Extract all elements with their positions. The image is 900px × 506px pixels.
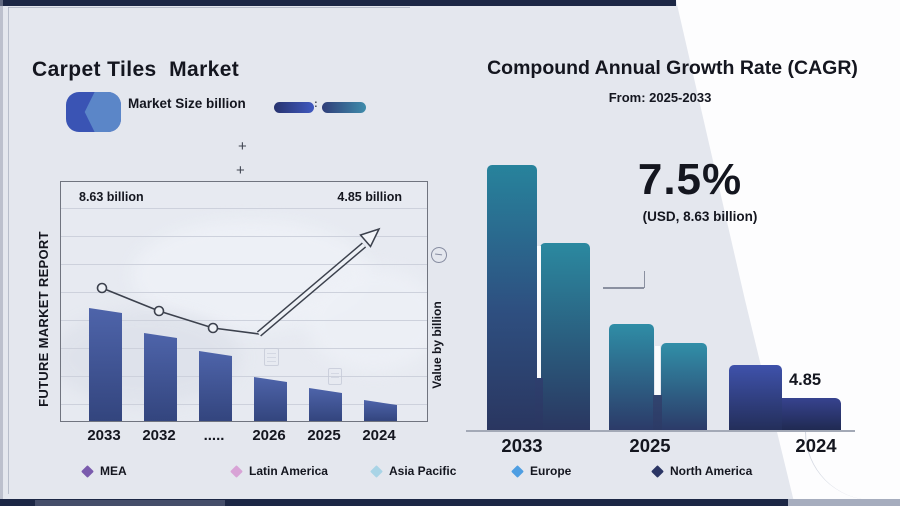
gridline [61,208,427,209]
bar-slit [536,246,541,378]
bar-slit [654,346,660,395]
legend-item-latin-america: Latin America [230,464,328,478]
diamond-icon [511,464,524,478]
step-annotation-line [603,287,644,289]
inner-frame-line-top [8,7,410,8]
document-icon [264,348,279,366]
bar-value-label: 4.85 [788,371,822,389]
bar-merge-patch [653,395,662,431]
inner-frame-line-left [8,7,9,494]
bottom-frame-strip-shade [788,499,900,506]
plus-icon: + [236,162,245,179]
bar-2032 [144,333,177,421]
bar-2026 [254,377,287,421]
document-icon [328,368,342,385]
legend-label: Latin America [249,464,328,478]
legend-item-mea: MEA [81,464,127,478]
gridline [61,376,427,377]
left-frame-edge [0,0,3,506]
cagr-axis-label-2025: 2025 [629,435,671,456]
bottom-frame-strip-shade [35,500,225,506]
axis-label-2026: 2026 [252,427,286,444]
legend-item-asia-pacific: Asia Pacific [370,464,457,478]
bar-dots [199,351,232,421]
baseline-axis [466,430,855,432]
bar-2024 [364,400,397,421]
cagr-subtitle: From: 2025-2033 [608,90,712,105]
cagr-bar-2033-a [487,165,537,431]
gradient-pill-icon-2 [322,102,366,113]
cagr-axis-label-2024: 2024 [795,435,837,456]
pill-separator: : [314,98,318,110]
bar-merge-patch [535,378,543,431]
end-value-label: 4.85 billion [337,190,402,204]
cylinder-facet [84,92,121,132]
bottom-frame-strip [0,499,900,506]
legend-item-europe: Europe [511,464,572,478]
market-size-chart: 8.63 billion 4.85 billion [60,181,428,422]
legend-label: Europe [530,464,572,478]
market-size-label: Market Size billion [128,96,246,111]
legend-label: MEA [100,464,127,478]
legend-item-north-america: North America [651,464,753,478]
report-watermark: FUTURE MARKET REPORT [36,231,51,407]
cagr-bar-2024-a [729,365,782,431]
plus-icon: + [238,138,247,155]
legend-label: Asia Pacific [389,464,457,478]
cagr-axis-label-2033: 2033 [501,435,543,456]
cagr-title: Compound Annual Growth Rate (CAGR) [487,57,858,79]
top-frame-strip [0,0,676,6]
gridline [61,404,427,405]
gridline [61,292,427,293]
gradient-pill-icon-1 [274,102,314,113]
bar-2033 [89,308,122,421]
cagr-value: 7.5% [637,155,743,204]
gridline [61,236,427,237]
trend-line-arrow [96,227,381,337]
background-cloud [306,267,427,372]
axis-label-2032: 2032 [142,427,176,444]
axis-label-2025: 2025 [307,427,341,444]
gridline [61,348,427,349]
diamond-icon [651,464,664,478]
cagr-bar-2025-a [609,324,654,431]
diamond-icon [370,464,383,478]
minus-circle-icon [429,245,449,265]
axis-label-2024: 2024 [362,427,396,444]
value-axis-label: Value by billion [430,301,444,389]
axis-label-2033: 2033 [87,427,121,444]
diamond-icon [81,464,94,478]
diamond-icon [230,464,243,478]
step-annotation-line [643,271,645,288]
axis-label-dots: ..... [203,427,225,444]
cagr-basis: (USD, 8.63 billion) [642,209,758,224]
cagr-bar-2033-b [540,243,590,431]
start-value-label: 8.63 billion [79,190,144,204]
legend-label: North America [670,464,753,478]
page-title: Carpet Tiles Market [32,58,240,81]
cagr-bar-2025-b [661,343,707,431]
bar-2025 [309,388,342,421]
gridline [61,264,427,265]
cylinder-icon [66,92,121,132]
gridline [61,320,427,321]
cagr-bar-2024-b [782,398,841,431]
